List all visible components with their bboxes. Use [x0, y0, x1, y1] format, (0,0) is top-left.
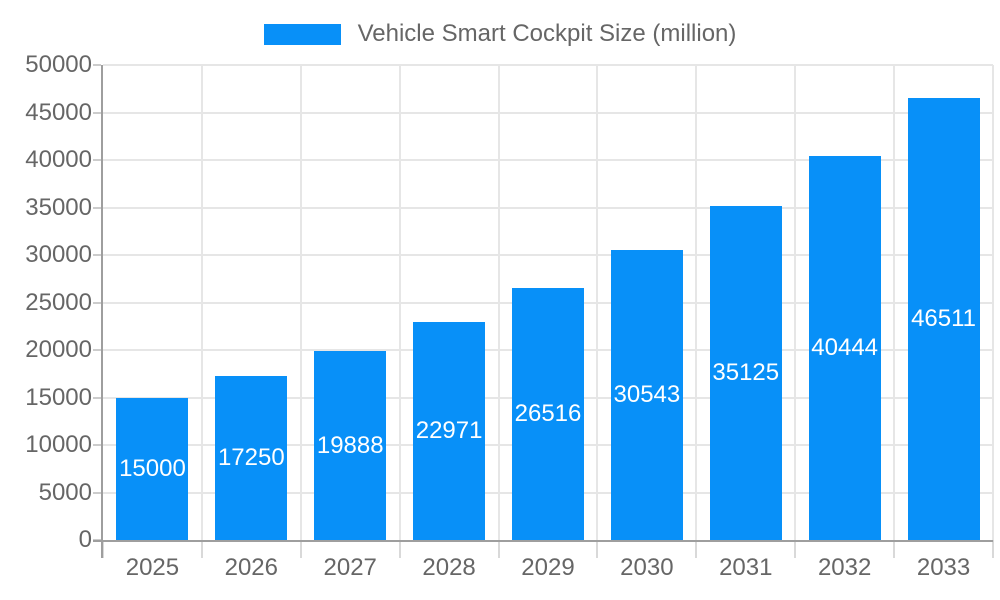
y-axis-tick: [93, 396, 101, 399]
x-axis-label: 2027: [323, 554, 377, 581]
horizontal-gridline: [103, 159, 993, 161]
horizontal-gridline: [103, 254, 993, 256]
x-axis-label: 2028: [422, 554, 476, 581]
x-axis-tick: [102, 540, 104, 558]
vertical-gridline: [200, 65, 203, 540]
x-axis-tick: [299, 540, 302, 558]
vertical-gridline: [497, 65, 500, 540]
horizontal-gridline: [103, 111, 993, 114]
y-axis-label: 20000: [25, 336, 92, 363]
x-axis-line: [93, 540, 993, 542]
x-axis-label: 2026: [224, 554, 278, 581]
chart-legend: Vehicle Smart Cockpit Size (million): [0, 20, 1000, 48]
bar-2028[interactable]: 22971: [413, 321, 486, 540]
y-axis-label: 30000: [25, 241, 92, 268]
x-axis-label: 2033: [916, 554, 971, 581]
legend-color-swatch: [263, 23, 341, 45]
vertical-gridline: [893, 65, 896, 540]
bar-2026[interactable]: 17250: [215, 376, 288, 540]
bar-value-label: 26516: [514, 400, 582, 428]
vertical-gridline: [596, 65, 599, 540]
y-axis-label: 15000: [25, 383, 92, 411]
bar-value-label: 30543: [613, 380, 681, 408]
y-axis-tick: [93, 349, 101, 351]
y-axis-tick: [93, 206, 101, 209]
legend-item-series[interactable]: Vehicle Smart Cockpit Size (million): [263, 20, 737, 48]
x-axis-label: 2030: [620, 554, 674, 581]
legend-series-label: Vehicle Smart Cockpit Size (million): [357, 20, 737, 47]
y-axis-tick: [93, 301, 101, 304]
x-axis-label: 2031: [719, 554, 773, 581]
y-axis-label: 10000: [25, 431, 92, 458]
y-axis-tick: [93, 254, 101, 256]
y-axis-tick: [93, 159, 101, 161]
y-axis-label: 40000: [25, 146, 92, 173]
x-axis-tick: [200, 540, 203, 558]
x-axis-tick: [992, 540, 994, 558]
bar-2029[interactable]: 26516: [512, 288, 584, 540]
bar-2032[interactable]: 40444: [808, 155, 881, 540]
bar-value-label: 17250: [217, 444, 285, 472]
bar-2033[interactable]: 46511: [907, 98, 980, 540]
y-axis-label: 50000: [25, 51, 92, 78]
x-axis-label: 2025: [125, 554, 180, 581]
y-axis-label: 35000: [25, 193, 92, 221]
bar-2025[interactable]: 15000: [116, 397, 189, 540]
y-axis-label: 45000: [25, 98, 92, 126]
bar-2030[interactable]: 30543: [610, 249, 683, 540]
bar-value-label: 19888: [316, 431, 384, 459]
bar-value-label: 40444: [811, 333, 879, 361]
x-axis-tick: [794, 540, 797, 558]
bar-value-label: 22971: [415, 416, 483, 444]
vertical-gridline: [992, 65, 994, 540]
bar-2031[interactable]: 35125: [709, 206, 782, 540]
y-axis-tick: [93, 491, 101, 494]
y-axis-label: 5000: [38, 478, 92, 506]
bar-value-label: 15000: [119, 454, 186, 482]
vertical-gridline: [398, 65, 401, 540]
x-axis-label: 2029: [521, 554, 575, 581]
bar-value-label: 35125: [712, 359, 780, 387]
horizontal-gridline: [103, 206, 993, 209]
y-axis-tick: [93, 111, 101, 114]
x-axis-tick: [497, 540, 500, 558]
x-axis-tick: [398, 540, 401, 558]
y-axis-line: [101, 65, 103, 558]
vertical-gridline: [299, 65, 302, 540]
y-axis-label: 25000: [25, 288, 92, 316]
y-axis-tick: [93, 444, 101, 446]
x-axis-tick: [596, 540, 599, 558]
x-axis-label: 2032: [817, 554, 872, 581]
y-axis-tick: [93, 64, 101, 66]
horizontal-gridline: [103, 64, 993, 66]
bar-value-label: 46511: [911, 305, 977, 333]
y-axis-label: 0: [78, 526, 92, 553]
x-axis-tick: [695, 540, 698, 558]
bar-2027[interactable]: 19888: [314, 351, 387, 540]
vertical-gridline: [695, 65, 698, 540]
x-axis-tick: [893, 540, 896, 558]
vertical-gridline: [794, 65, 797, 540]
